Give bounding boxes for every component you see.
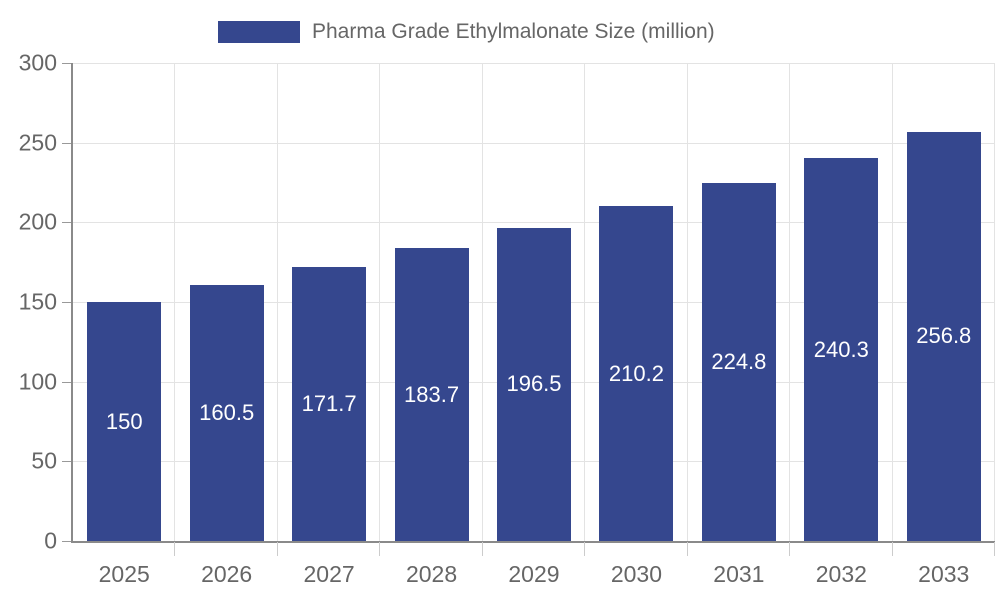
legend-item[interactable]: Pharma Grade Ethylmalonate Size (million…: [218, 20, 715, 43]
bar-2026[interactable]: 160.5: [189, 285, 264, 541]
x-axis-tick-label: 2032: [815, 561, 867, 587]
y-axis-tick: [62, 142, 71, 144]
legend-swatch: [218, 21, 300, 43]
y-axis-tick: [62, 461, 71, 463]
bar-value-label: 171.7: [301, 391, 357, 417]
bar-2032[interactable]: 240.3: [804, 158, 879, 541]
x-axis-tick: [891, 542, 893, 556]
x-gridline: [174, 63, 176, 541]
x-axis-tick-label: 2026: [201, 561, 253, 587]
bar-value-label: 160.5: [199, 400, 255, 426]
bar-2031[interactable]: 224.8: [701, 182, 776, 541]
bar-2025[interactable]: 150: [87, 302, 162, 541]
y-axis-tick-label: 50: [31, 447, 57, 474]
x-gridline: [789, 63, 791, 541]
x-gridline: [276, 63, 278, 541]
x-gridline: [994, 63, 995, 541]
x-axis-tick-label: 2027: [303, 561, 355, 587]
plot-area: 150 160.5 171.7 183.7 196.5 210.2 224.8 240.3 25…: [71, 63, 995, 543]
x-axis-tick: [789, 542, 791, 556]
y-axis-tick: [62, 63, 71, 64]
x-axis-tick-label: 2028: [405, 561, 458, 587]
y-axis-tick-label: 0: [44, 527, 57, 554]
bar-2033[interactable]: 256.8: [906, 131, 981, 541]
y-axis-tick-label: 100: [18, 368, 57, 395]
x-axis-tick-label: 2033: [918, 561, 970, 587]
y-axis-tick-label: 250: [18, 129, 57, 156]
y-gridline: [73, 222, 995, 224]
x-gridline: [584, 63, 586, 541]
x-axis-tick-label: 2025: [98, 561, 150, 587]
y-gridline: [73, 63, 995, 64]
x-axis-tick: [481, 542, 483, 556]
bar-value-label: 240.3: [813, 336, 869, 362]
x-axis-tick: [276, 542, 278, 556]
y-axis-tick: [62, 381, 71, 383]
bar-2028[interactable]: 183.7: [394, 248, 469, 541]
legend-label: Pharma Grade Ethylmalonate Size (million…: [312, 20, 715, 43]
x-gridline: [686, 63, 688, 541]
y-axis-tick-label: 150: [18, 288, 57, 315]
x-axis-tick-label: 2029: [508, 561, 560, 587]
x-axis-tick: [379, 542, 381, 556]
bar-value-label: 196.5: [506, 371, 562, 397]
y-axis-tick: [62, 222, 71, 224]
x-gridline: [891, 63, 893, 541]
y-axis-line: [71, 63, 73, 541]
x-gridline: [481, 63, 483, 541]
bar-value-label: 210.2: [608, 360, 664, 386]
x-axis-tick-label: 2030: [610, 561, 663, 587]
x-axis-tick: [686, 542, 688, 556]
y-gridline: [73, 142, 995, 144]
x-axis-line: [71, 541, 995, 543]
y-axis-tick-label: 300: [18, 49, 57, 76]
bar-value-label: 256.8: [916, 323, 972, 349]
x-axis-tick: [994, 542, 995, 556]
bar-value-label: 224.8: [711, 348, 767, 374]
bar-value-label: 150: [105, 408, 143, 434]
x-gridline: [379, 63, 381, 541]
x-axis-tick: [174, 542, 176, 556]
y-axis-tick: [62, 302, 71, 303]
bar-2029[interactable]: 196.5: [497, 227, 571, 541]
bar-2030[interactable]: 210.2: [599, 206, 674, 541]
y-axis-tick: [62, 541, 71, 542]
x-axis-tick-label: 2031: [713, 561, 765, 587]
x-axis-tick: [584, 542, 586, 556]
y-axis-tick-label: 200: [18, 208, 57, 235]
bar-value-label: 183.7: [404, 381, 460, 407]
bar-2027[interactable]: 171.7: [292, 267, 367, 541]
